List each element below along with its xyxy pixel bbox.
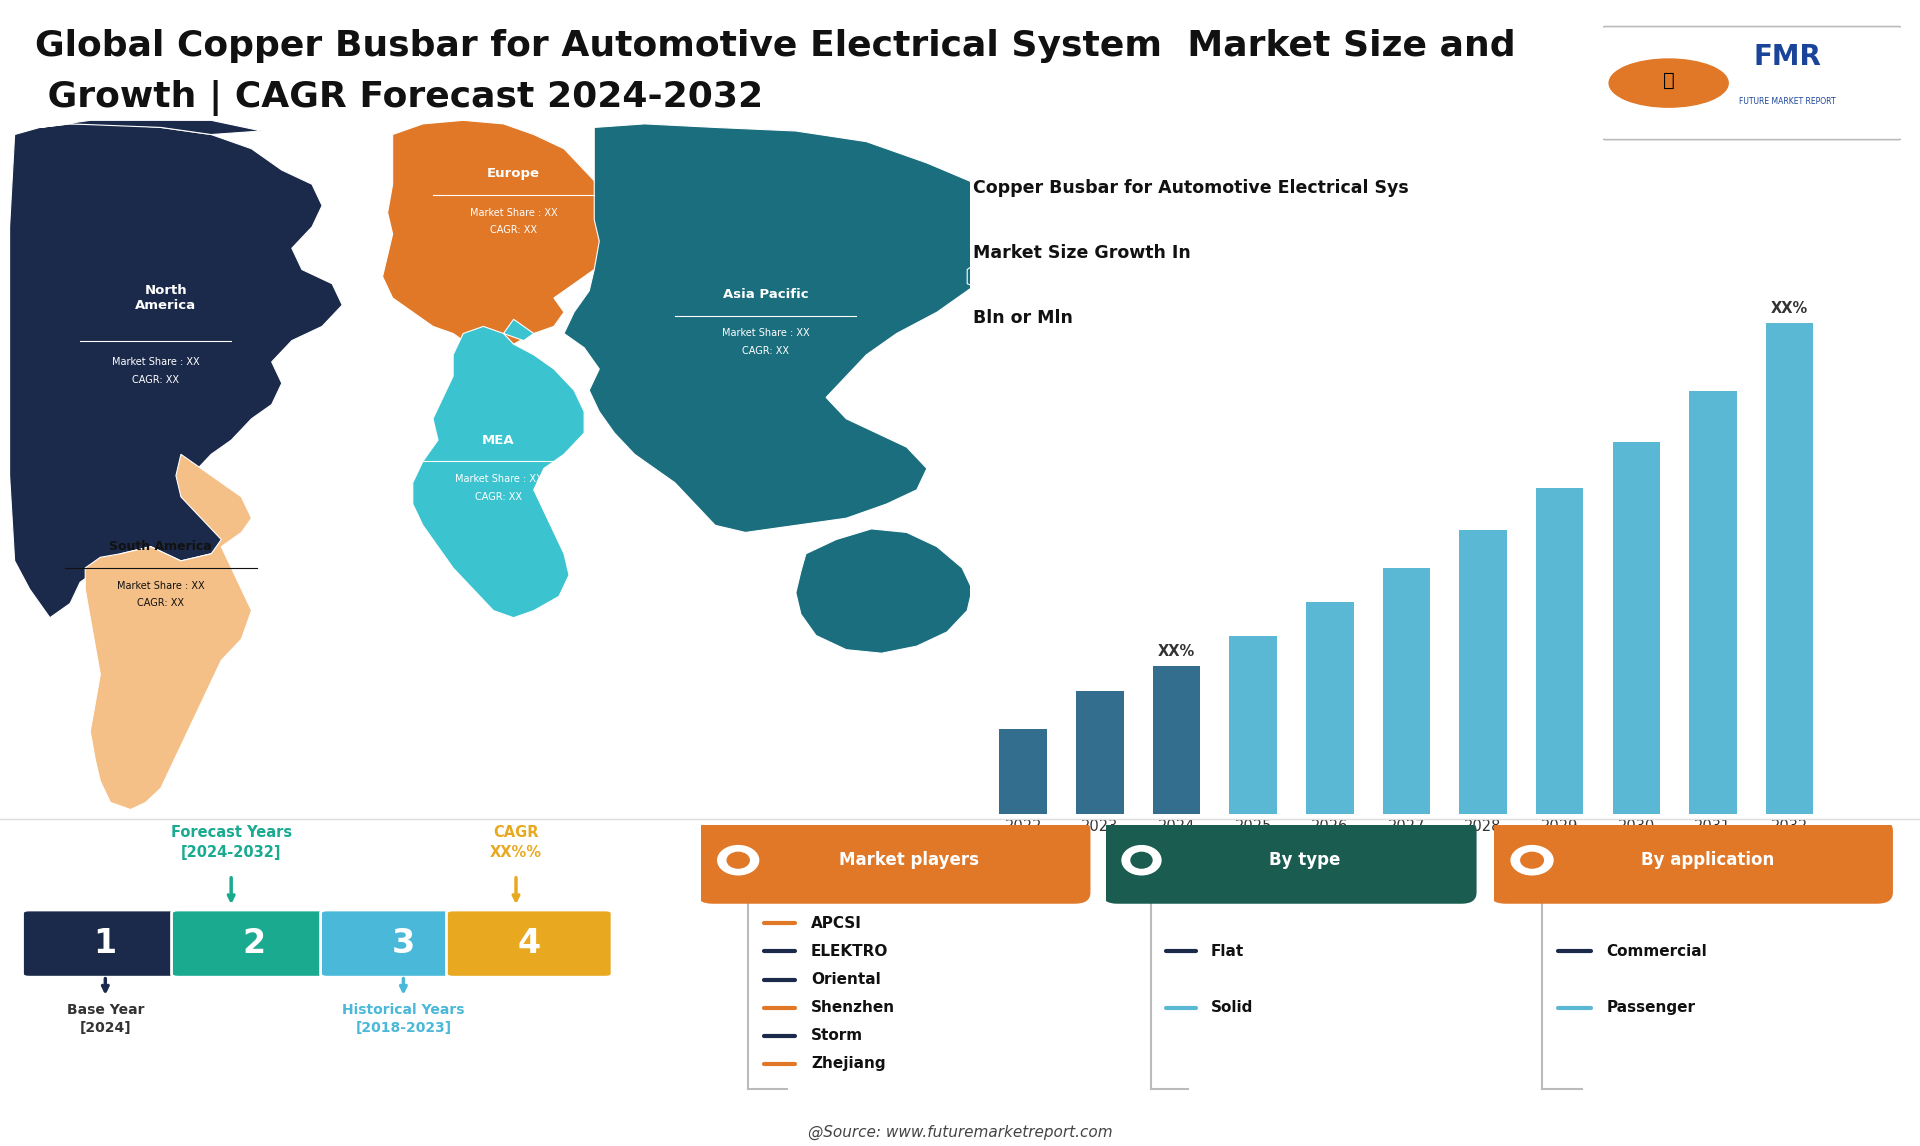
Text: Solid: Solid <box>1212 1000 1254 1015</box>
Bar <box>1229 636 1277 814</box>
FancyBboxPatch shape <box>1599 26 1905 140</box>
Text: @Source: www.futuremarketreport.com: @Source: www.futuremarketreport.com <box>808 1125 1112 1140</box>
Bar <box>1536 488 1584 814</box>
Text: North
America: North America <box>134 284 196 312</box>
Bar <box>1075 691 1123 814</box>
Text: Market Share : XX: Market Share : XX <box>455 474 541 484</box>
Polygon shape <box>84 454 252 809</box>
Text: Passenger: Passenger <box>1607 1000 1695 1015</box>
Circle shape <box>1511 846 1553 874</box>
Text: CAGR: XX: CAGR: XX <box>474 492 522 502</box>
Text: Global Copper Busbar for Automotive Electrical System  Market Size and: Global Copper Busbar for Automotive Elec… <box>35 29 1515 63</box>
Text: MEA: MEA <box>482 433 515 447</box>
Text: APCSI: APCSI <box>810 916 862 931</box>
FancyBboxPatch shape <box>23 910 188 978</box>
Bar <box>1306 603 1354 814</box>
Polygon shape <box>382 120 634 351</box>
Circle shape <box>1121 846 1162 874</box>
Text: XX%: XX% <box>1770 301 1809 316</box>
Text: 4: 4 <box>518 927 541 960</box>
Text: Base Year
[2024]: Base Year [2024] <box>67 1004 144 1035</box>
Text: Market Share : XX: Market Share : XX <box>722 329 810 338</box>
Polygon shape <box>40 120 261 134</box>
Text: 3: 3 <box>392 927 415 960</box>
Circle shape <box>1131 853 1152 868</box>
Text: CAGR: XX: CAGR: XX <box>490 226 538 235</box>
Text: ELEKTRO: ELEKTRO <box>810 944 889 959</box>
Polygon shape <box>968 262 1002 291</box>
Text: By type: By type <box>1269 851 1340 869</box>
Text: Market Size Growth In: Market Size Growth In <box>973 244 1190 262</box>
FancyBboxPatch shape <box>447 910 612 978</box>
Text: Copper Busbar for Automotive Electrical Sys: Copper Busbar for Automotive Electrical … <box>973 179 1409 197</box>
Text: Bln or Mln: Bln or Mln <box>973 308 1073 327</box>
Text: Flat: Flat <box>1212 944 1244 959</box>
FancyBboxPatch shape <box>321 910 486 978</box>
Text: By application: By application <box>1642 851 1774 869</box>
Text: Historical Years
[2018-2023]: Historical Years [2018-2023] <box>342 1004 465 1035</box>
Text: Asia Pacific: Asia Pacific <box>722 288 808 301</box>
Text: CAGR: XX: CAGR: XX <box>743 346 789 356</box>
Text: CAGR: XX: CAGR: XX <box>132 375 179 385</box>
Text: Commercial: Commercial <box>1607 944 1707 959</box>
FancyBboxPatch shape <box>171 910 338 978</box>
Bar <box>1459 531 1507 814</box>
Polygon shape <box>797 528 972 653</box>
Bar <box>1766 323 1812 814</box>
FancyBboxPatch shape <box>697 819 1091 904</box>
Circle shape <box>728 853 749 868</box>
Bar <box>1613 441 1661 814</box>
Text: Storm: Storm <box>810 1028 864 1043</box>
Polygon shape <box>564 124 1012 533</box>
FancyBboxPatch shape <box>1102 819 1476 904</box>
Bar <box>1382 568 1430 814</box>
Text: Shenzhen: Shenzhen <box>810 1000 895 1015</box>
Text: CAGR
XX%%: CAGR XX%% <box>490 825 541 860</box>
Bar <box>1690 391 1738 814</box>
Text: 2: 2 <box>242 927 265 960</box>
Text: CAGR: XX: CAGR: XX <box>138 598 184 609</box>
Polygon shape <box>10 124 342 618</box>
Text: Oriental: Oriental <box>810 972 881 987</box>
Text: FMR: FMR <box>1753 42 1822 71</box>
Text: XX%: XX% <box>1158 644 1194 659</box>
Text: Market Share : XX: Market Share : XX <box>111 356 200 367</box>
Text: Market Share : XX: Market Share : XX <box>470 207 557 218</box>
Polygon shape <box>413 320 584 618</box>
Text: Market Share : XX: Market Share : XX <box>117 581 205 590</box>
Circle shape <box>1521 853 1544 868</box>
Text: FUTURE MARKET REPORT: FUTURE MARKET REPORT <box>1740 96 1836 105</box>
Circle shape <box>718 846 758 874</box>
Circle shape <box>1609 58 1728 108</box>
Text: South America: South America <box>109 540 213 554</box>
Text: Forecast Years
[2024-2032]: Forecast Years [2024-2032] <box>171 825 292 860</box>
Text: Europe: Europe <box>488 167 540 180</box>
Text: 🔭: 🔭 <box>1663 71 1674 91</box>
FancyBboxPatch shape <box>1490 819 1893 904</box>
Text: 1: 1 <box>94 927 117 960</box>
Text: Zhejiang: Zhejiang <box>810 1057 885 1072</box>
Bar <box>1152 666 1200 814</box>
Bar <box>1000 729 1046 814</box>
Text: Growth | CAGR Forecast 2024-2032: Growth | CAGR Forecast 2024-2032 <box>35 80 762 116</box>
Text: Market players: Market players <box>839 851 979 869</box>
